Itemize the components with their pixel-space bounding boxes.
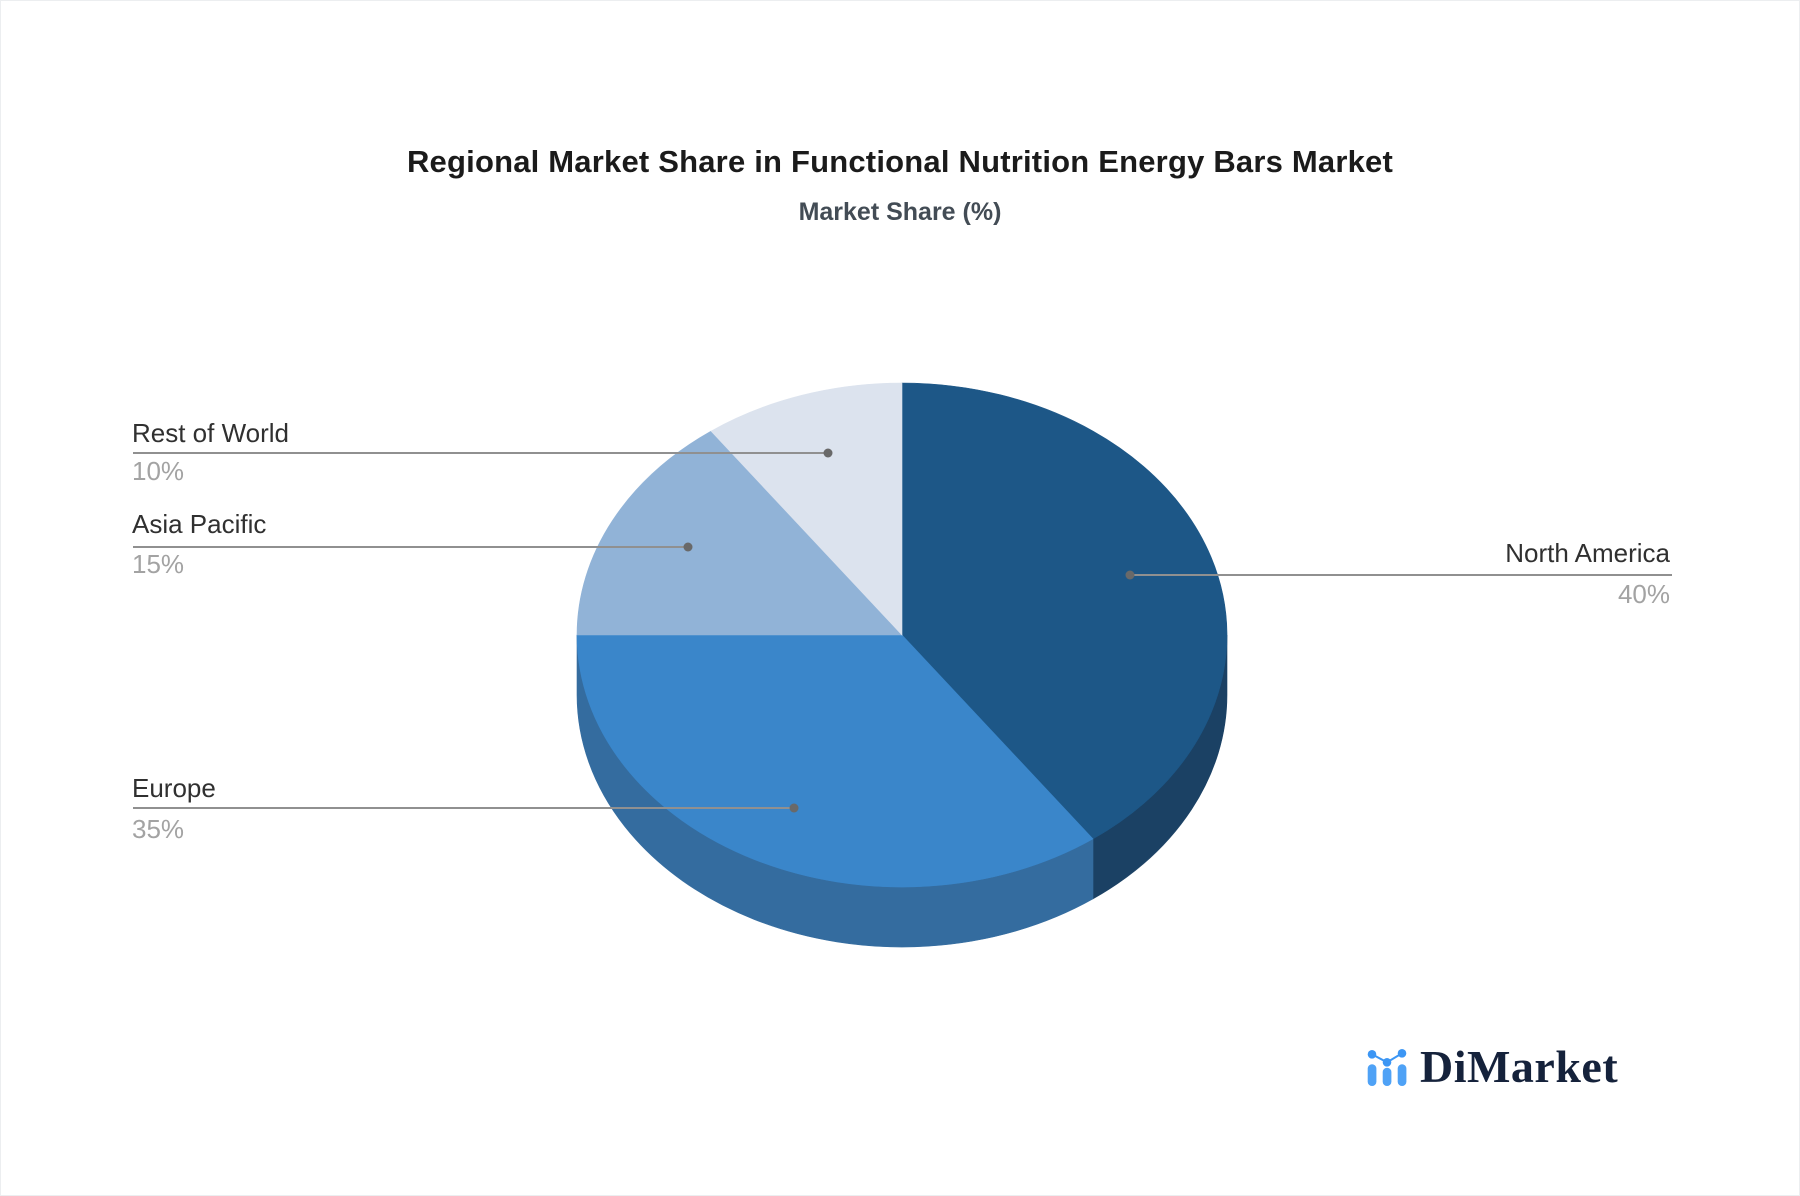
bar-line-chart-logo-icon [1367, 1049, 1407, 1086]
slice-label-europe: Europe [132, 773, 216, 803]
brand-logo: DiMarket [1364, 1041, 1664, 1105]
slice-value-north-america: 40% [1617, 579, 1670, 609]
slice-value-europe: 35% [132, 814, 185, 844]
slice-label-rest-of-world: Rest of World [132, 418, 290, 448]
slice-label-north-america: North America [1505, 538, 1670, 568]
slice-label-asia-pacific: Asia Pacific [132, 509, 267, 539]
chart-title: Regional Market Share in Functional Nutr… [406, 144, 1394, 179]
brand-name: DiMarket [1420, 1041, 1619, 1092]
slice-value-asia-pacific: 15% [132, 549, 185, 579]
chart-subtitle: Market Share (%) [798, 198, 1002, 226]
slice-value-rest-of-world: 10% [132, 456, 185, 486]
